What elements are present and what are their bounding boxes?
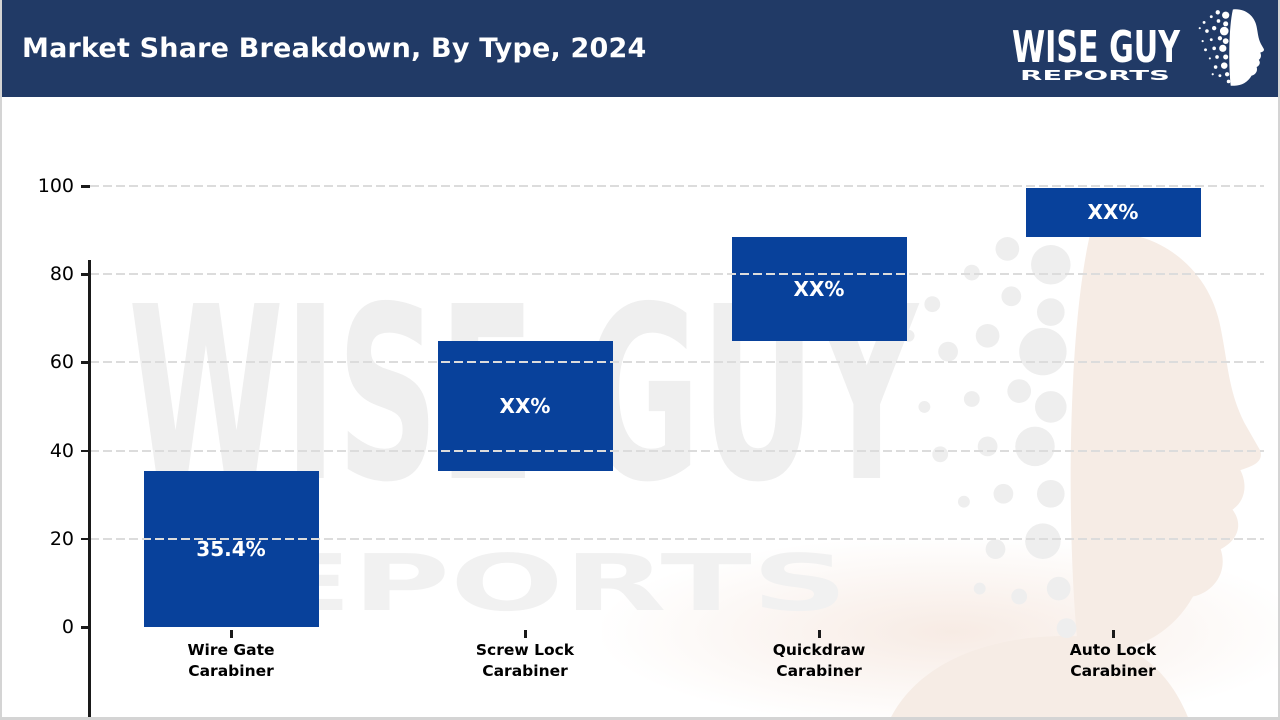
x-category-label: Quickdraw Carabiner (704, 640, 934, 682)
x-category-label-line1: Quickdraw (772, 641, 866, 659)
y-tick-label: 100 (37, 175, 74, 197)
bar-segment: XX% (731, 237, 907, 341)
dotted-face-icon (1198, 9, 1264, 86)
bar-value-label: XX% (1087, 200, 1139, 225)
y-tick-label: 40 (49, 439, 74, 462)
x-category-label: Screw Lock Carabiner (410, 640, 640, 682)
brand-name-text: WISE GUY (1012, 22, 1181, 73)
x-tick-mark (230, 630, 233, 638)
y-tick-label: 60 (49, 351, 74, 374)
brand-logo: WISE GUY REPORTS (1012, 9, 1264, 86)
gridline (90, 537, 1264, 540)
x-category-label: Wire Gate Carabiner (116, 640, 346, 682)
y-tick-label: 80 (49, 263, 74, 286)
y-axis-spine (88, 260, 91, 717)
brand-subtitle-text: REPORTS (1020, 69, 1170, 84)
x-tick-mark (1112, 630, 1115, 638)
plot-layer: 35.4% XX% XX% XX% 0 20 40 60 80 100 Wire Gate Carab… (2, 97, 1278, 717)
gridline (90, 449, 1264, 452)
bar-value-label: XX% (793, 276, 845, 301)
x-tick-mark (818, 630, 821, 638)
x-category-label-line1: Wire Gate (187, 641, 275, 659)
header: Market Share Breakdown, By Type, 2024 WI… (2, 0, 1278, 97)
y-tick-mark (81, 449, 90, 453)
bar-segment: 35.4% (143, 470, 319, 627)
x-category-label-line2: Carabiner (482, 662, 568, 680)
y-tick-mark (81, 273, 90, 276)
bar-value-label: XX% (499, 393, 551, 418)
x-category-label: Auto Lock Carabiner (998, 640, 1228, 682)
x-category-label-line1: Auto Lock (1069, 641, 1157, 659)
bar-value-label: 35.4% (196, 536, 266, 561)
bar-segment: XX% (1025, 187, 1201, 238)
y-tick-mark (81, 185, 90, 188)
x-category-label-line1: Screw Lock (475, 641, 575, 659)
x-category-label-line2: Carabiner (776, 662, 862, 680)
gridline (90, 185, 1264, 187)
chart-area: WISE GUY REPORTS (2, 97, 1278, 717)
y-tick-label: 0 (61, 616, 74, 638)
x-tick-mark (524, 630, 527, 638)
y-tick-label: 20 (49, 527, 74, 550)
x-category-label-line2: Carabiner (188, 662, 274, 680)
gridline (90, 361, 1264, 364)
y-tick-mark (81, 537, 90, 541)
y-tick-mark (81, 361, 90, 364)
y-tick-mark (81, 626, 90, 629)
page-title: Market Share Breakdown, By Type, 2024 (22, 33, 647, 64)
gridline (90, 273, 1264, 276)
x-category-label-line2: Carabiner (1070, 662, 1156, 680)
